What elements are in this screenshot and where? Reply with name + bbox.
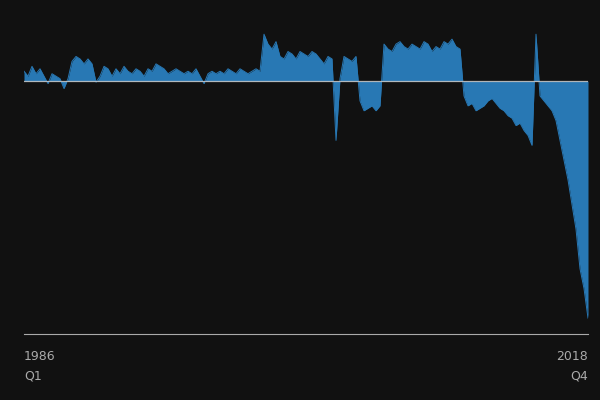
Text: Q1: Q1 — [24, 369, 42, 382]
Text: 2018: 2018 — [556, 350, 588, 363]
Text: 1986: 1986 — [24, 350, 56, 363]
Text: Q4: Q4 — [570, 369, 588, 382]
